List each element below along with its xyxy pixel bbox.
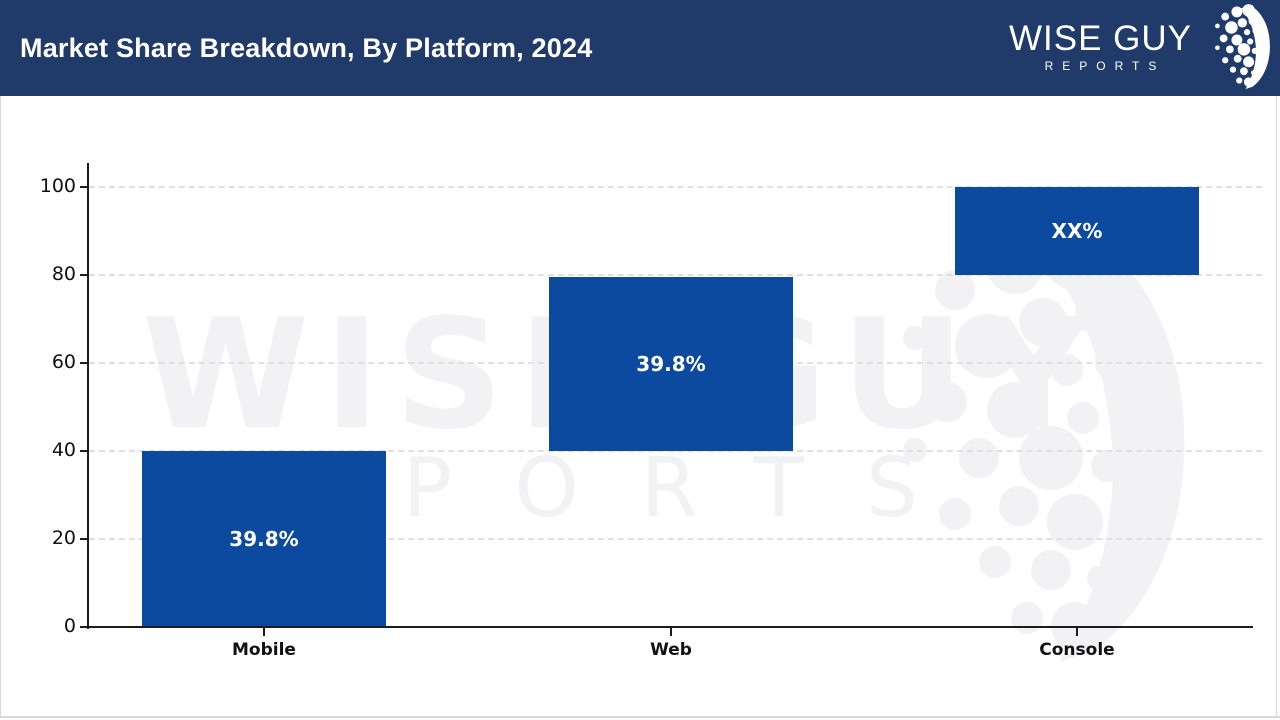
bottom-divider	[0, 716, 1280, 718]
y-tick-0	[80, 626, 88, 628]
y-tick-100	[80, 186, 88, 188]
x-tick-label-console: Console	[1039, 640, 1115, 660]
x-axis-spine	[87, 626, 1253, 628]
bar-value-label-console: XX%	[1051, 219, 1103, 243]
left-border	[0, 96, 1, 717]
brand-logo: WISE GUY REPORTS	[1009, 4, 1272, 90]
bar-value-label-web: 39.8%	[636, 351, 706, 376]
bar-value-label-mobile: 39.8%	[229, 527, 299, 551]
y-tick-label-60: 60	[51, 351, 76, 373]
logo-subtext: REPORTS	[1044, 59, 1166, 74]
x-tick-label-web: Web	[650, 640, 692, 660]
y-tick-label-100: 100	[39, 175, 76, 197]
y-tick-80	[80, 274, 88, 276]
logo-wordmark: WISE GUY	[1008, 18, 1192, 58]
logo-text: WISE GUY REPORTS	[1008, 18, 1192, 74]
logo-head-icon	[1215, 4, 1270, 90]
gridline-40	[89, 450, 1262, 452]
x-tick-console	[1076, 628, 1078, 636]
y-tick-label-80: 80	[51, 263, 76, 285]
y-tick-40	[80, 450, 88, 452]
y-tick-label-20: 20	[51, 527, 76, 549]
y-tick-20	[80, 538, 88, 540]
gridline-100	[89, 186, 1262, 188]
y-tick-60	[80, 362, 88, 364]
page-title: Market Share Breakdown, By Platform, 202…	[20, 32, 593, 63]
x-tick-label-mobile: Mobile	[232, 640, 296, 660]
y-tick-label-0: 0	[63, 615, 76, 637]
y-axis-spine	[87, 163, 89, 629]
y-tick-label-40: 40	[51, 439, 76, 461]
gridline-80	[89, 274, 1262, 276]
bar-mobile: 39.8%	[142, 451, 386, 627]
gridline-20	[89, 538, 1262, 540]
bar-web: 39.8%	[549, 276, 793, 451]
right-border	[1276, 96, 1277, 717]
chart-area: WISE GUY REPORTS 0 20 40 60 80 100 39.8% Mobile…	[0, 96, 1280, 716]
bar-console: XX%	[955, 187, 1199, 275]
x-tick-web	[670, 628, 672, 636]
header-bar: Market Share Breakdown, By Platform, 202…	[0, 0, 1280, 96]
x-tick-mobile	[263, 628, 265, 636]
